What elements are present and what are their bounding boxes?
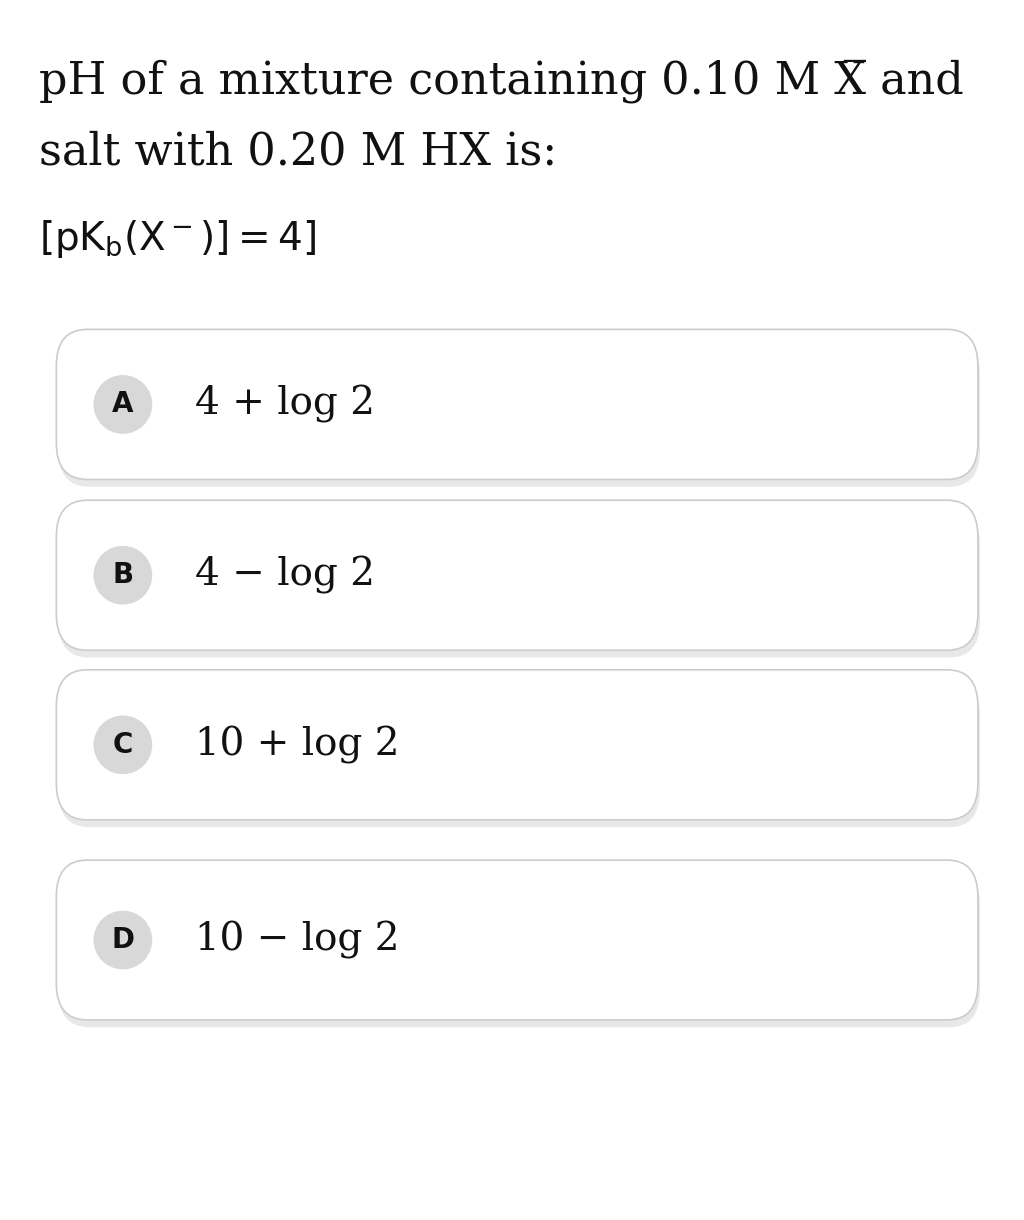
Text: 4 + log 2: 4 + log 2: [195, 386, 375, 423]
Text: D: D: [112, 926, 134, 954]
FancyBboxPatch shape: [56, 860, 978, 1020]
Ellipse shape: [94, 376, 152, 433]
FancyBboxPatch shape: [58, 867, 980, 1027]
Ellipse shape: [94, 716, 152, 773]
Text: 4 − log 2: 4 − log 2: [195, 556, 375, 594]
FancyBboxPatch shape: [58, 677, 980, 827]
Text: salt with 0.20 M HX is:: salt with 0.20 M HX is:: [39, 131, 557, 173]
Ellipse shape: [94, 911, 152, 969]
FancyBboxPatch shape: [58, 337, 980, 487]
Text: C: C: [113, 731, 133, 759]
FancyBboxPatch shape: [56, 329, 978, 479]
Ellipse shape: [94, 547, 152, 604]
Text: 10 − log 2: 10 − log 2: [195, 921, 399, 959]
FancyBboxPatch shape: [56, 500, 978, 650]
Text: $[\mathrm{pK_b(X^-)} ] = 4]$: $[\mathrm{pK_b(X^-)} ] = 4]$: [39, 218, 316, 260]
Text: B: B: [113, 561, 133, 589]
Text: A: A: [113, 390, 133, 418]
Text: 10 + log 2: 10 + log 2: [195, 726, 399, 764]
FancyBboxPatch shape: [56, 670, 978, 820]
FancyBboxPatch shape: [58, 508, 980, 658]
Text: pH of a mixture containing 0.10 M X̅ and: pH of a mixture containing 0.10 M X̅ and: [39, 60, 964, 104]
